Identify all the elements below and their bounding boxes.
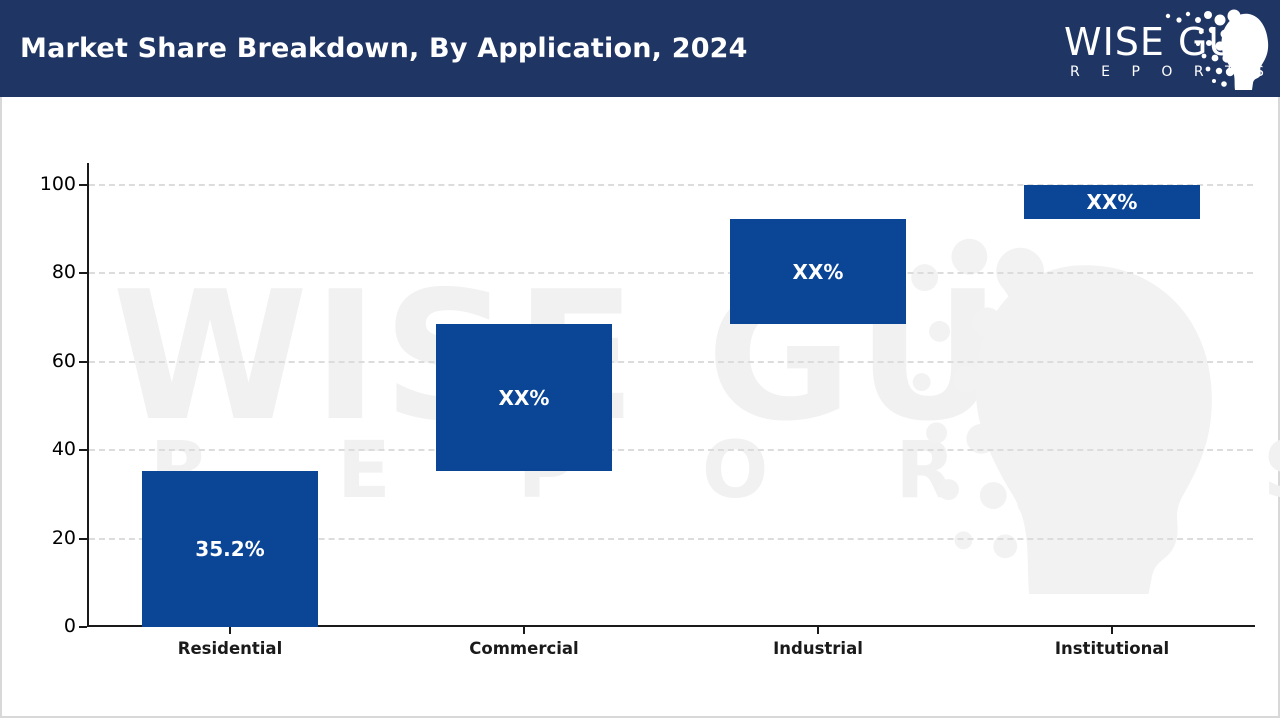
logo-wordmark: WISE GUY <box>1064 20 1262 64</box>
logo-subtitle: R E P O R T S <box>1070 64 1273 80</box>
y-tick-label-100: 100 <box>39 172 76 195</box>
y-axis-spine <box>87 163 89 627</box>
gridline-60 <box>89 360 1253 363</box>
x-tick-industrial <box>817 627 819 634</box>
x-category-label-commercial: Commercial <box>469 639 579 658</box>
y-tick-label-40: 40 <box>51 438 76 460</box>
y-tick-20 <box>79 537 87 540</box>
x-tick-institutional <box>1111 627 1113 634</box>
y-tick-0 <box>79 626 87 628</box>
header-bar: Market Share Breakdown, By Application, … <box>0 0 1280 97</box>
logo-head-icon <box>1165 9 1269 90</box>
page-title: Market Share Breakdown, By Application, … <box>20 33 748 64</box>
y-tick-100 <box>79 183 87 186</box>
bar-commercial: XX% <box>436 324 612 472</box>
x-axis-spine <box>87 625 1255 627</box>
bar-institutional: XX% <box>1024 184 1200 220</box>
y-tick-label-80: 80 <box>51 261 76 283</box>
bar-value-label: XX% <box>1086 189 1138 214</box>
gridline-100 <box>89 183 1253 186</box>
y-tick-80 <box>79 272 87 274</box>
x-tick-commercial <box>523 627 525 634</box>
bar-value-label: XX% <box>498 385 550 410</box>
bar-industrial: XX% <box>730 219 906 325</box>
gridline-20 <box>89 537 1253 540</box>
y-tick-40 <box>79 449 87 451</box>
x-category-label-residential: Residential <box>177 639 283 658</box>
y-tick-label-0: 0 <box>63 615 76 637</box>
bar-residential: 35.2% <box>142 471 318 627</box>
chart-frame-border <box>0 97 1280 718</box>
y-tick-60 <box>79 360 87 363</box>
gridline-40 <box>89 449 1253 451</box>
bar-value-label: XX% <box>792 259 844 284</box>
y-tick-label-60: 60 <box>51 349 76 372</box>
gridline-80 <box>89 272 1253 274</box>
bar-value-label: 35.2% <box>195 537 265 562</box>
watermark-head-icon <box>911 238 1212 595</box>
x-category-label-industrial: Industrial <box>773 639 863 658</box>
watermark-wordmark: WISE GUY <box>112 253 1138 460</box>
wise-guy-reports-logo: WISE GUY R E P O R T S <box>1002 6 1270 92</box>
x-tick-residential <box>229 627 231 634</box>
y-tick-label-20: 20 <box>51 526 76 549</box>
x-category-label-institutional: Institutional <box>1054 639 1170 658</box>
